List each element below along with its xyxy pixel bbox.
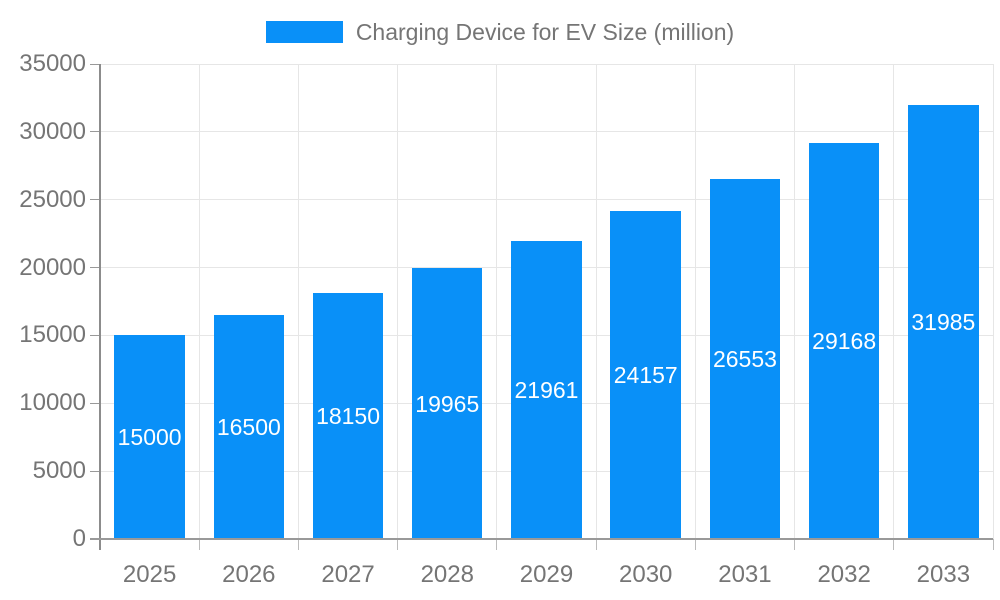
- y-tick-label: 5000: [32, 457, 86, 485]
- bar: [808, 143, 880, 539]
- y-axis-line: [99, 64, 101, 550]
- x-axis-tick: [992, 539, 994, 550]
- chart-title: Charging Device for EV Size (million): [355, 18, 735, 45]
- y-tick-label: 0: [72, 525, 86, 552]
- y-tick-label: 15000: [19, 321, 86, 349]
- legend[interactable]: Charging Device for EV Size (million): [0, 18, 1000, 45]
- x-axis-tick: [297, 539, 299, 550]
- h-gridline: [100, 63, 993, 65]
- v-gridline: [794, 64, 796, 539]
- bar-value-label: 29168: [812, 328, 877, 355]
- y-axis-tick: [90, 267, 100, 269]
- x-tick-label: 2027: [321, 561, 375, 588]
- bar-value-label: 21961: [514, 376, 579, 403]
- y-axis-tick: [90, 334, 100, 336]
- v-gridline: [496, 64, 498, 539]
- bar-value-label: 16500: [216, 414, 281, 441]
- bar: [709, 178, 781, 539]
- x-tick-label: 2025: [122, 561, 177, 588]
- y-tick-label: 25000: [19, 185, 86, 213]
- x-axis-tick: [198, 539, 200, 550]
- v-gridline: [694, 64, 696, 539]
- y-tick-label: 20000: [19, 253, 86, 281]
- bar-value-label: 24157: [613, 362, 678, 389]
- y-axis-tick: [90, 470, 100, 472]
- bar: [213, 315, 285, 539]
- h-gridline: [100, 199, 993, 201]
- bar-value-label: 15000: [117, 424, 182, 451]
- x-tick-label: 2026: [222, 561, 276, 588]
- bar-value-label: 18150: [316, 402, 381, 429]
- v-gridline: [595, 64, 597, 539]
- x-axis-line: [90, 538, 993, 540]
- bar-value-label: 26553: [712, 345, 777, 372]
- y-axis-tick: [90, 402, 100, 404]
- legend-swatch: [265, 21, 343, 43]
- bar-value-label: 31985: [911, 308, 976, 335]
- bar: [610, 211, 681, 539]
- x-axis-tick: [397, 539, 399, 550]
- bar: [511, 240, 582, 539]
- x-tick-label: 2033: [916, 561, 971, 588]
- y-axis-tick: [90, 199, 100, 201]
- x-tick-label: 2028: [420, 561, 474, 588]
- x-tick-label: 2030: [619, 561, 673, 588]
- y-tick-label: 30000: [19, 117, 86, 145]
- y-axis-tick: [90, 131, 100, 133]
- x-axis-tick: [893, 539, 895, 550]
- v-gridline: [397, 64, 399, 539]
- y-tick-label: 10000: [19, 389, 86, 417]
- bar: [114, 335, 185, 539]
- x-axis-tick: [794, 539, 796, 550]
- y-axis-tick: [90, 63, 100, 65]
- bar: [312, 292, 384, 539]
- x-axis-tick: [694, 539, 696, 550]
- x-tick-label: 2029: [519, 561, 574, 588]
- y-tick-label: 35000: [19, 50, 86, 77]
- x-axis-tick: [595, 539, 597, 550]
- x-tick-label: 2032: [817, 561, 871, 588]
- h-gridline: [100, 131, 993, 133]
- x-tick-label: 2031: [718, 561, 772, 588]
- bar-value-label: 19965: [415, 390, 480, 417]
- v-gridline: [297, 64, 299, 539]
- v-gridline: [992, 64, 994, 539]
- v-gridline: [893, 64, 895, 539]
- bar: [412, 268, 483, 539]
- bar: [908, 104, 979, 539]
- x-axis-tick: [496, 539, 498, 550]
- v-gridline: [198, 64, 200, 539]
